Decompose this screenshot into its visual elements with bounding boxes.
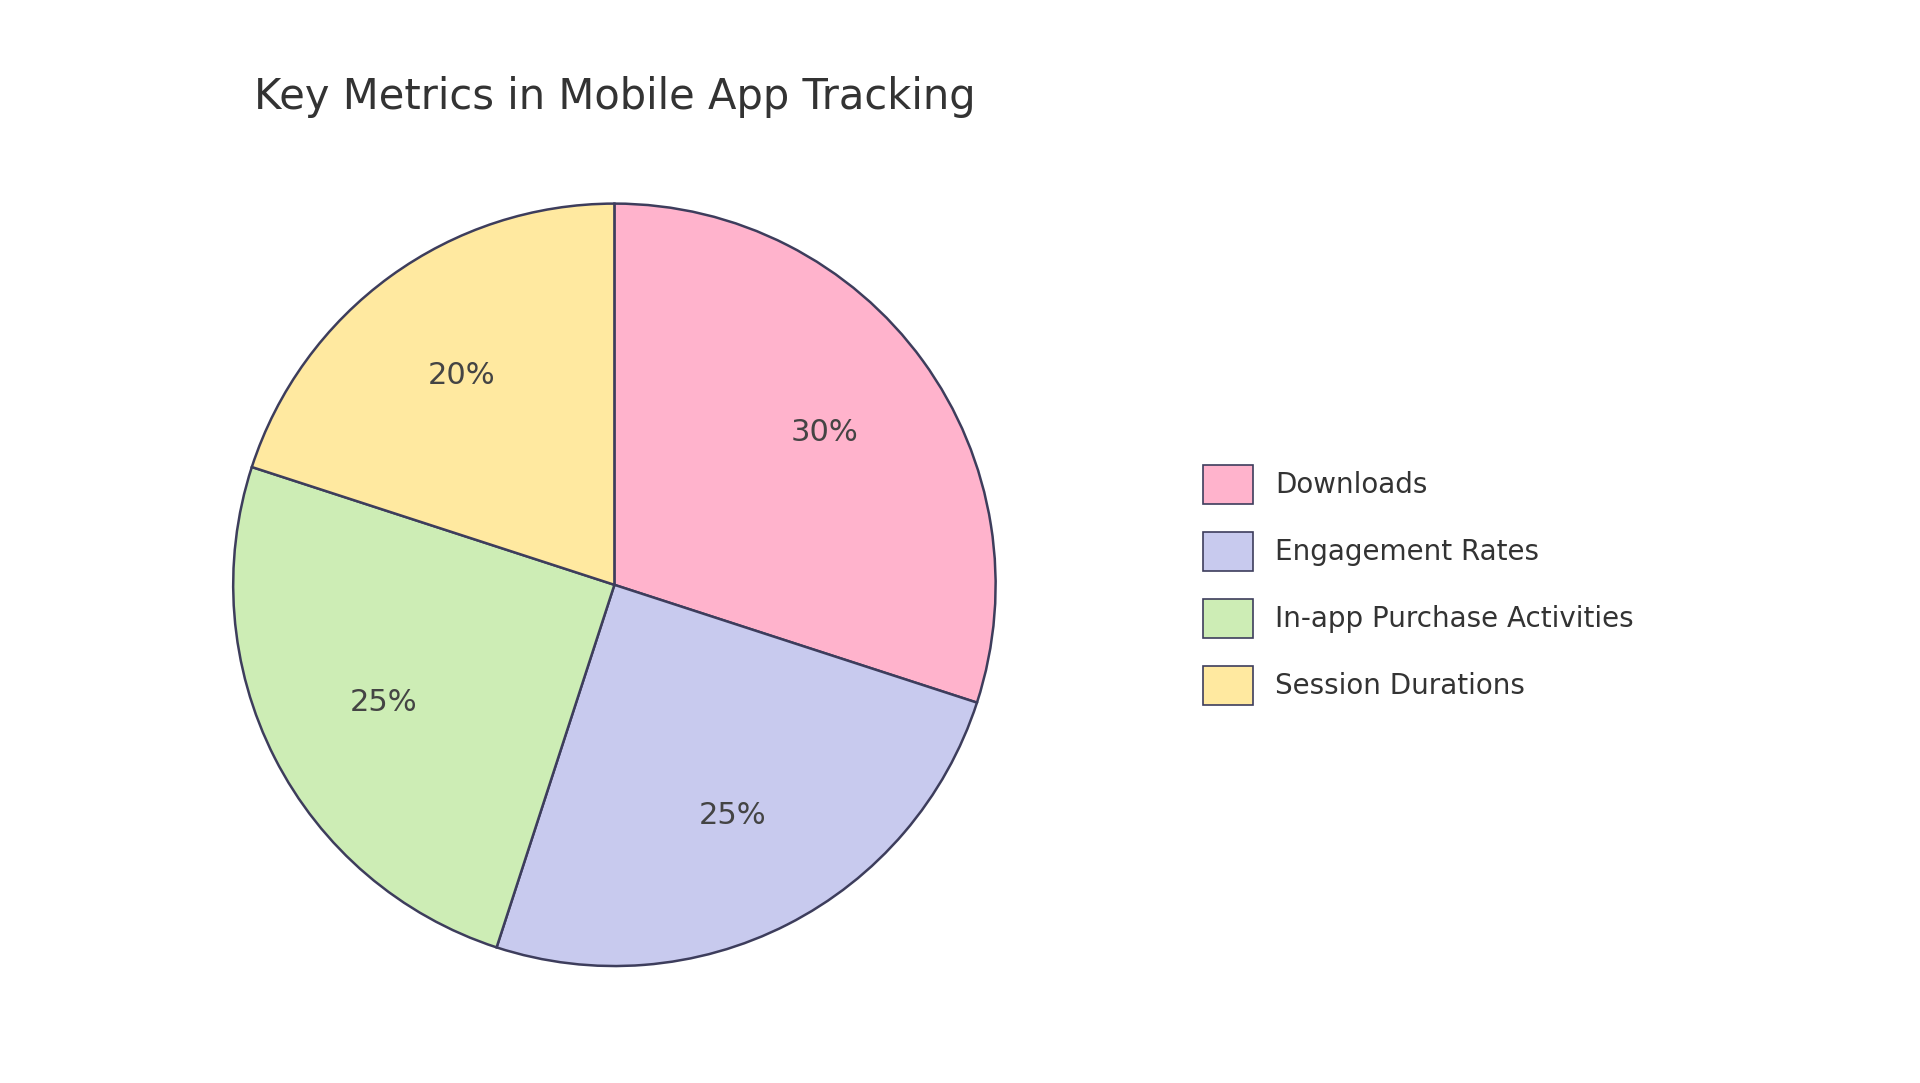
Text: 25%: 25% bbox=[699, 801, 766, 831]
Wedge shape bbox=[497, 585, 977, 966]
Text: Key Metrics in Mobile App Tracking: Key Metrics in Mobile App Tracking bbox=[253, 76, 975, 118]
Wedge shape bbox=[252, 204, 614, 585]
Wedge shape bbox=[614, 204, 996, 703]
Wedge shape bbox=[232, 467, 614, 948]
Text: 20%: 20% bbox=[428, 361, 495, 390]
Text: 25%: 25% bbox=[349, 688, 417, 717]
Text: 30%: 30% bbox=[791, 418, 858, 447]
Legend: Downloads, Engagement Rates, In-app Purchase Activities, Session Durations: Downloads, Engagement Rates, In-app Purc… bbox=[1181, 442, 1657, 728]
